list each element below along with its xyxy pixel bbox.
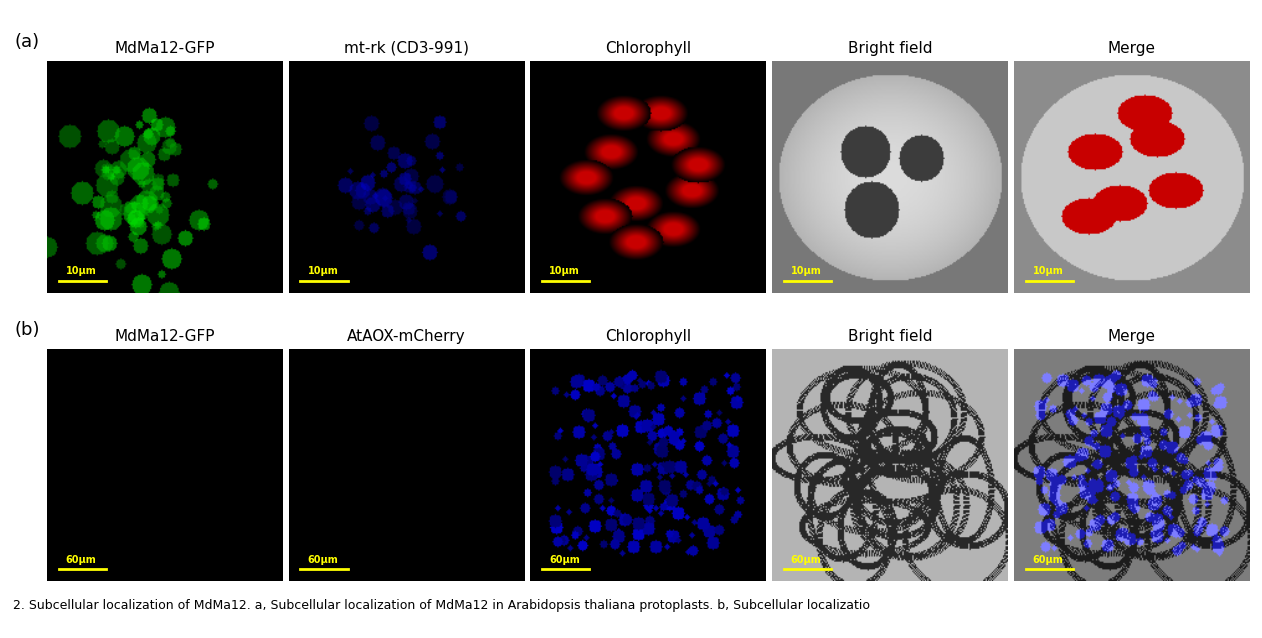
- Text: 60μm: 60μm: [549, 555, 581, 565]
- Text: Merge: Merge: [1108, 41, 1156, 56]
- Text: 2. Subcellular localization of MdMa12. a, Subcellular localization of MdMa12 in : 2. Subcellular localization of MdMa12. a…: [13, 599, 870, 612]
- Text: 60μm: 60μm: [1032, 555, 1064, 565]
- Text: 10μm: 10μm: [549, 266, 581, 276]
- Text: 60μm: 60μm: [66, 555, 96, 565]
- Text: 10μm: 10μm: [1032, 266, 1064, 276]
- Text: Chlorophyll: Chlorophyll: [604, 41, 692, 56]
- Text: 10μm: 10μm: [66, 266, 96, 276]
- Text: 60μm: 60μm: [308, 555, 338, 565]
- Text: Bright field: Bright field: [848, 329, 933, 345]
- Text: (b): (b): [14, 322, 39, 339]
- Text: Chlorophyll: Chlorophyll: [604, 329, 692, 345]
- Text: (a): (a): [14, 33, 39, 51]
- Text: Merge: Merge: [1108, 329, 1156, 345]
- Text: Bright field: Bright field: [848, 41, 933, 56]
- Text: mt-rk (CD3-991): mt-rk (CD3-991): [345, 41, 469, 56]
- Text: MdMa12-GFP: MdMa12-GFP: [115, 41, 215, 56]
- Text: AtAOX-mCherry: AtAOX-mCherry: [347, 329, 466, 345]
- Text: 10μm: 10μm: [791, 266, 822, 276]
- Text: 60μm: 60μm: [791, 555, 822, 565]
- Text: MdMa12-GFP: MdMa12-GFP: [115, 329, 215, 345]
- Text: 10μm: 10μm: [308, 266, 338, 276]
